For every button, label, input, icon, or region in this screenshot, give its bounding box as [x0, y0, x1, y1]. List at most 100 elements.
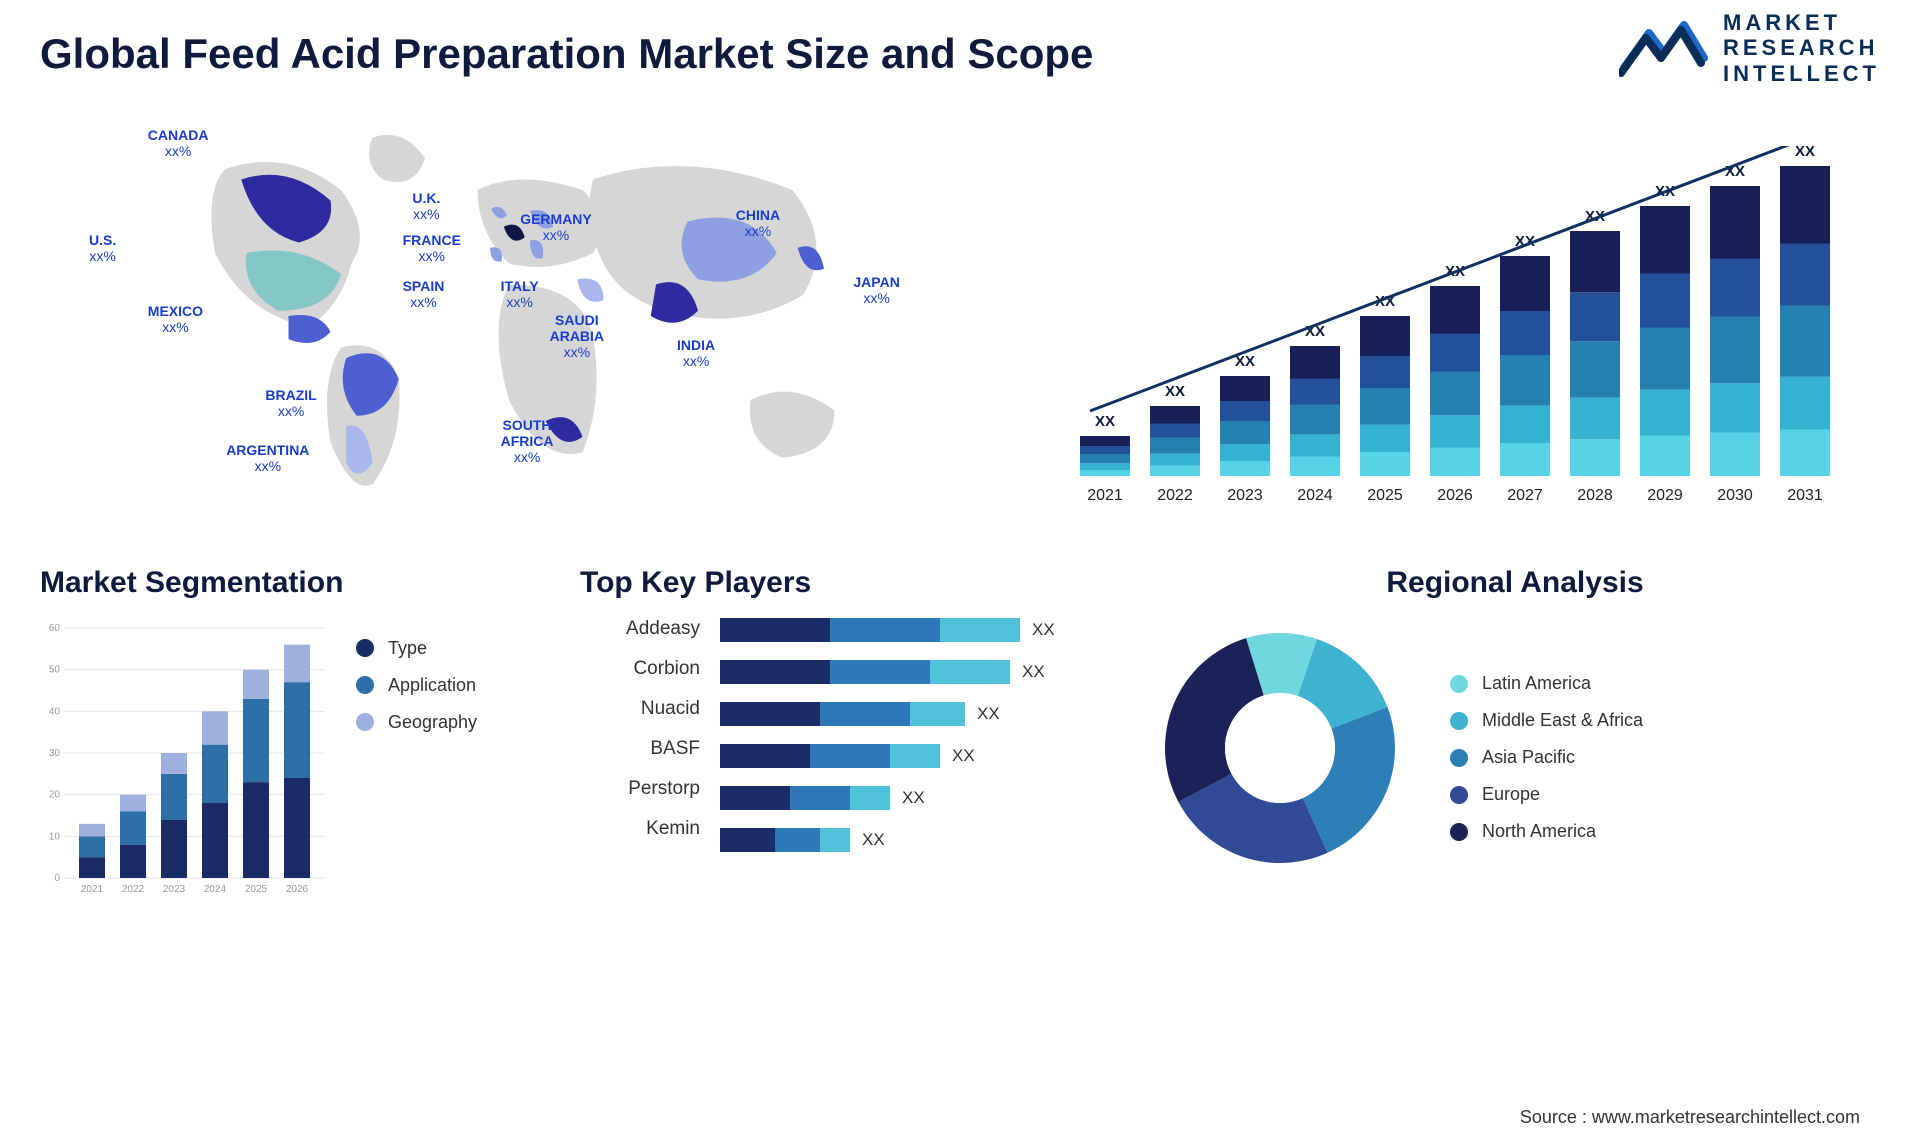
player-name: BASF	[580, 738, 700, 760]
bottom-row: Market Segmentation 01020304050602021202…	[40, 566, 1880, 898]
svg-text:2027: 2027	[1507, 487, 1543, 504]
players-title: Top Key Players	[580, 566, 1100, 600]
player-bar-segment	[890, 744, 940, 768]
legend-label: Geography	[388, 712, 477, 733]
svg-text:2024: 2024	[1297, 487, 1333, 504]
svg-text:2028: 2028	[1577, 487, 1613, 504]
player-bar-segment	[720, 660, 830, 684]
legend-dot-icon	[356, 713, 374, 731]
player-value-label: XX	[977, 704, 1000, 724]
legend-dot-icon	[356, 639, 374, 657]
segmentation-legend: Type Application Geography	[356, 638, 477, 733]
player-value-label: XX	[1032, 620, 1055, 640]
player-names: AddeasyCorbionNuacidBASFPerstorpKemin	[580, 618, 700, 852]
map-label-canada: CANADAxx%	[148, 127, 209, 159]
legend-dot-icon	[1450, 675, 1468, 693]
player-name: Addeasy	[580, 618, 700, 640]
player-bar-segment	[940, 618, 1020, 642]
map-label-italy: ITALYxx%	[501, 278, 539, 310]
regional-title: Regional Analysis	[1150, 566, 1880, 600]
world-map-block: CANADAxx%U.S.xx%MEXICOxx%BRAZILxx%ARGENT…	[40, 106, 1020, 526]
svg-text:10: 10	[49, 831, 61, 842]
player-bar-row: XX	[720, 702, 1100, 726]
svg-text:2024: 2024	[204, 884, 227, 895]
player-bar-segment	[930, 660, 1010, 684]
map-label-mexico: MEXICOxx%	[148, 303, 203, 335]
regional-block: Regional Analysis Latin America Middle Ea…	[1150, 566, 1880, 898]
svg-text:XX: XX	[1165, 383, 1185, 400]
player-bar	[720, 786, 890, 810]
player-bar-segment	[720, 828, 775, 852]
top-row: CANADAxx%U.S.xx%MEXICOxx%BRAZILxx%ARGENT…	[40, 106, 1880, 526]
player-value-label: XX	[952, 746, 975, 766]
player-bar-row: XX	[720, 660, 1100, 684]
legend-label: Latin America	[1482, 673, 1591, 694]
svg-text:2025: 2025	[1367, 487, 1403, 504]
map-label-china: CHINAxx%	[736, 207, 780, 239]
svg-text:2026: 2026	[286, 884, 309, 895]
player-bar-segment	[830, 660, 930, 684]
region-legend-middle-east-africa: Middle East & Africa	[1450, 710, 1643, 731]
logo-line-2: RESEARCH	[1723, 35, 1880, 60]
source-line: Source : www.marketresearchintellect.com	[1520, 1107, 1860, 1128]
player-name: Corbion	[580, 658, 700, 680]
svg-text:2031: 2031	[1787, 487, 1823, 504]
player-bar-segment	[720, 702, 820, 726]
svg-text:60: 60	[49, 623, 61, 634]
seg-legend-type: Type	[356, 638, 477, 659]
svg-text:0: 0	[54, 873, 60, 884]
logo-line-1: MARKET	[1723, 10, 1880, 35]
map-label-u-s-: U.S.xx%	[89, 232, 116, 264]
map-label-france: FRANCExx%	[403, 232, 461, 264]
svg-text:2029: 2029	[1647, 487, 1683, 504]
segmentation-chart-wrap: 0102030405060202120222023202420252026 Ty…	[40, 618, 530, 898]
svg-text:XX: XX	[1095, 413, 1115, 430]
svg-text:2030: 2030	[1717, 487, 1753, 504]
player-bar	[720, 660, 1010, 684]
svg-text:2025: 2025	[245, 884, 268, 895]
svg-text:XX: XX	[1795, 146, 1815, 160]
svg-text:2021: 2021	[1087, 487, 1123, 504]
legend-label: Application	[388, 675, 476, 696]
legend-dot-icon	[1450, 749, 1468, 767]
logo-text: MARKET RESEARCH INTELLECT	[1723, 10, 1880, 86]
svg-text:20: 20	[49, 790, 61, 801]
logo-line-3: INTELLECT	[1723, 61, 1880, 86]
svg-text:2022: 2022	[122, 884, 145, 895]
segmentation-title: Market Segmentation	[40, 566, 530, 600]
player-name: Kemin	[580, 818, 700, 840]
logo-icon	[1619, 13, 1709, 83]
region-legend-latin-america: Latin America	[1450, 673, 1643, 694]
seg-legend-geography: Geography	[356, 712, 477, 733]
player-bar-segment	[910, 702, 965, 726]
player-bar-row: XX	[720, 744, 1100, 768]
legend-label: Europe	[1482, 784, 1540, 805]
svg-text:50: 50	[49, 665, 61, 676]
segmentation-block: Market Segmentation 01020304050602021202…	[40, 566, 530, 898]
page-title: Global Feed Acid Preparation Market Size…	[40, 30, 1093, 78]
player-bar-segment	[820, 702, 910, 726]
legend-label: Asia Pacific	[1482, 747, 1575, 768]
svg-text:2023: 2023	[163, 884, 186, 895]
players-block: Top Key Players AddeasyCorbionNuacidBASF…	[580, 566, 1100, 898]
player-bar-segment	[790, 786, 850, 810]
legend-dot-icon	[1450, 786, 1468, 804]
player-bar-segment	[820, 828, 850, 852]
player-bar-row: XX	[720, 828, 1100, 852]
player-bar-segment	[720, 744, 810, 768]
region-legend-europe: Europe	[1450, 784, 1643, 805]
region-legend-north-america: North America	[1450, 821, 1643, 842]
player-value-label: XX	[902, 788, 925, 808]
map-label-brazil: BRAZILxx%	[265, 387, 316, 419]
map-label-germany: GERMANYxx%	[520, 211, 592, 243]
svg-text:2022: 2022	[1157, 487, 1193, 504]
seg-legend-application: Application	[356, 675, 477, 696]
logo: MARKET RESEARCH INTELLECT	[1619, 10, 1880, 86]
player-value-label: XX	[1022, 662, 1045, 682]
player-bar-segment	[810, 744, 890, 768]
legend-dot-icon	[1450, 712, 1468, 730]
player-bar-segment	[850, 786, 890, 810]
svg-text:2023: 2023	[1227, 487, 1263, 504]
player-bar-row: XX	[720, 786, 1100, 810]
map-label-japan: JAPANxx%	[853, 274, 899, 306]
